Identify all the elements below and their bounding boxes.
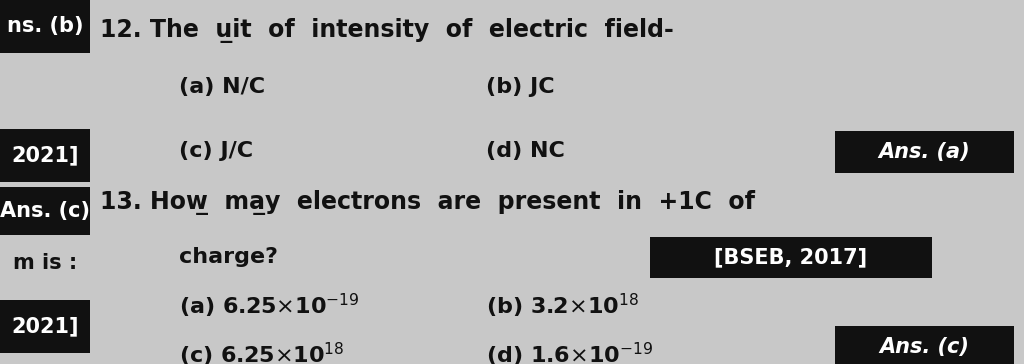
FancyBboxPatch shape	[835, 131, 1014, 173]
Text: (c) 6.25$\times$10$^{18}$: (c) 6.25$\times$10$^{18}$	[179, 341, 345, 364]
Text: (c) J/C: (c) J/C	[179, 141, 253, 161]
Text: (d) NC: (d) NC	[486, 141, 565, 161]
Text: [BSEB, 2017]: [BSEB, 2017]	[715, 248, 867, 268]
FancyBboxPatch shape	[0, 300, 90, 353]
Text: (b) 3.2$\times$10$^{18}$: (b) 3.2$\times$10$^{18}$	[486, 292, 639, 320]
Text: charge?: charge?	[179, 247, 279, 266]
Text: Ans. (c): Ans. (c)	[0, 201, 90, 221]
Text: (d) 1.6$\times$10$^{-19}$: (d) 1.6$\times$10$^{-19}$	[486, 341, 653, 364]
Text: 13. How̲  ma̲y  electrons  are  present  in  +1C  of: 13. How̲ ma̲y electrons are present in +…	[100, 190, 756, 214]
Text: ns. (b): ns. (b)	[7, 16, 83, 36]
FancyBboxPatch shape	[835, 326, 1014, 364]
FancyBboxPatch shape	[0, 187, 90, 235]
FancyBboxPatch shape	[0, 0, 90, 53]
FancyBboxPatch shape	[0, 129, 90, 182]
Text: 2021]: 2021]	[11, 146, 79, 166]
FancyBboxPatch shape	[0, 242, 90, 284]
FancyBboxPatch shape	[650, 237, 932, 278]
Text: 12. The  u̲it  of  intensity  of  electric  field-: 12. The u̲it of intensity of electric fi…	[100, 19, 674, 43]
Text: Ans. (c): Ans. (c)	[880, 337, 969, 357]
Text: Ans. (a): Ans. (a)	[879, 142, 970, 162]
Text: (a) 6.25$\times$10$^{-19}$: (a) 6.25$\times$10$^{-19}$	[179, 292, 359, 320]
Text: 2021]: 2021]	[11, 317, 79, 337]
Text: m is :: m is :	[13, 253, 77, 273]
Text: (b) JC: (b) JC	[486, 78, 555, 97]
Text: (a) N/C: (a) N/C	[179, 78, 265, 97]
